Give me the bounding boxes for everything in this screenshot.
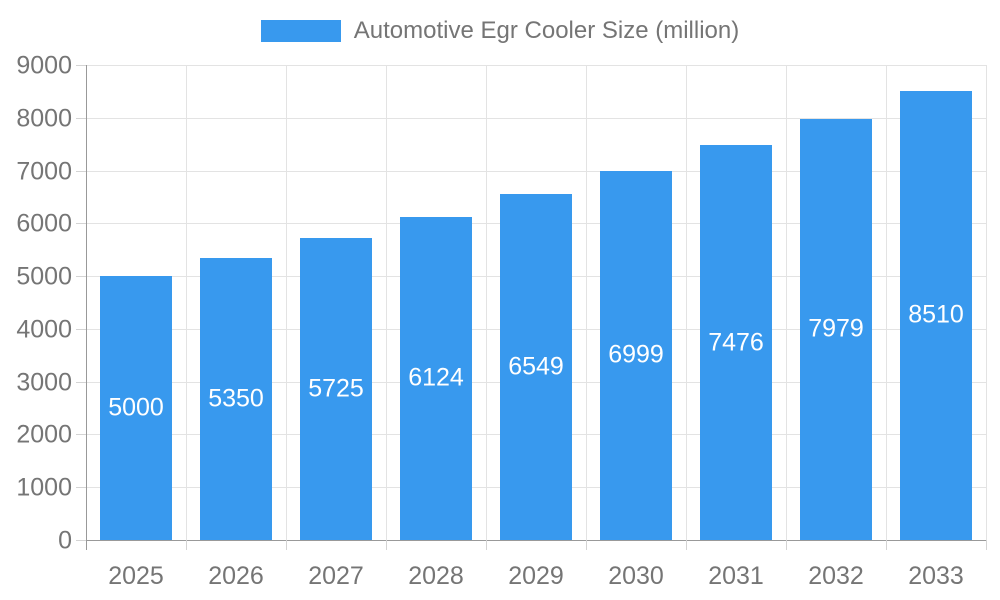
y-tick bbox=[76, 540, 86, 541]
x-axis-label: 2027 bbox=[308, 562, 364, 590]
y-tick bbox=[76, 223, 86, 225]
y-axis-label: 9000 bbox=[16, 51, 72, 80]
x-axis-label: 2030 bbox=[608, 562, 664, 590]
y-tick bbox=[76, 381, 86, 383]
y-tick bbox=[76, 487, 86, 489]
bar[interactable] bbox=[800, 118, 872, 540]
y-axis-label: 4000 bbox=[16, 315, 72, 344]
y-axis-label: 2000 bbox=[16, 420, 72, 449]
y-tick bbox=[76, 434, 86, 436]
y-axis-line bbox=[86, 65, 87, 550]
x-axis-label: 2031 bbox=[708, 562, 764, 590]
bar[interactable] bbox=[300, 237, 372, 540]
bar-value-label: 7476 bbox=[708, 328, 764, 357]
legend-label[interactable]: Automotive Egr Cooler Size (million) bbox=[353, 17, 740, 44]
gridline-x bbox=[486, 65, 487, 540]
gridline-y bbox=[86, 170, 986, 172]
x-axis-label: 2026 bbox=[208, 562, 264, 590]
x-tick bbox=[586, 540, 587, 550]
x-axis-label: 2029 bbox=[508, 562, 564, 590]
x-tick bbox=[886, 540, 887, 550]
bar-value-label: 6549 bbox=[508, 352, 564, 381]
gridline-y bbox=[86, 117, 986, 119]
bar[interactable] bbox=[700, 145, 772, 540]
bar[interactable] bbox=[200, 257, 272, 540]
x-tick bbox=[786, 540, 787, 550]
bar-value-label: 5725 bbox=[308, 374, 364, 403]
gridline-x bbox=[986, 65, 987, 540]
y-axis-label: 5000 bbox=[16, 262, 72, 291]
y-tick bbox=[76, 328, 86, 330]
x-axis-label: 2032 bbox=[808, 562, 864, 590]
y-tick bbox=[76, 276, 86, 278]
bar-value-label: 8510 bbox=[908, 300, 964, 329]
bar[interactable] bbox=[400, 216, 472, 540]
y-axis-label: 8000 bbox=[16, 104, 72, 133]
gridline-x bbox=[286, 65, 287, 540]
y-axis-label: 7000 bbox=[16, 157, 72, 186]
gridline-x bbox=[686, 65, 687, 540]
bar-value-label: 5350 bbox=[208, 384, 264, 413]
gridline-y bbox=[86, 65, 986, 66]
x-axis-line bbox=[86, 540, 986, 541]
x-tick bbox=[386, 540, 387, 550]
y-axis-label: 0 bbox=[58, 526, 72, 555]
x-axis-label: 2033 bbox=[908, 562, 964, 590]
x-tick bbox=[486, 540, 487, 550]
y-tick bbox=[76, 65, 86, 66]
gridline-x bbox=[586, 65, 587, 540]
x-tick bbox=[186, 540, 187, 550]
y-tick bbox=[76, 117, 86, 119]
bar[interactable] bbox=[900, 90, 972, 540]
y-tick bbox=[76, 170, 86, 172]
bar-value-label: 6999 bbox=[608, 340, 664, 369]
bar[interactable] bbox=[600, 170, 672, 540]
gridline-x bbox=[386, 65, 387, 540]
gridline-x bbox=[186, 65, 187, 540]
x-axis-label: 2028 bbox=[408, 562, 464, 590]
y-axis-label: 1000 bbox=[16, 473, 72, 502]
bar-value-label: 5000 bbox=[108, 393, 164, 422]
legend: Automotive Egr Cooler Size (million) bbox=[0, 17, 1000, 45]
x-tick bbox=[286, 540, 287, 550]
x-tick bbox=[686, 540, 687, 550]
legend-swatch[interactable] bbox=[260, 20, 341, 42]
bar[interactable] bbox=[500, 194, 572, 540]
bar[interactable] bbox=[100, 276, 172, 540]
gridline-x bbox=[886, 65, 887, 540]
y-axis-label: 3000 bbox=[16, 368, 72, 397]
x-axis-label: 2025 bbox=[108, 562, 164, 590]
x-tick bbox=[986, 540, 987, 550]
bar-value-label: 6124 bbox=[408, 363, 464, 392]
gridline-x bbox=[786, 65, 787, 540]
y-axis-label: 6000 bbox=[16, 209, 72, 238]
bar-value-label: 7979 bbox=[808, 314, 864, 343]
